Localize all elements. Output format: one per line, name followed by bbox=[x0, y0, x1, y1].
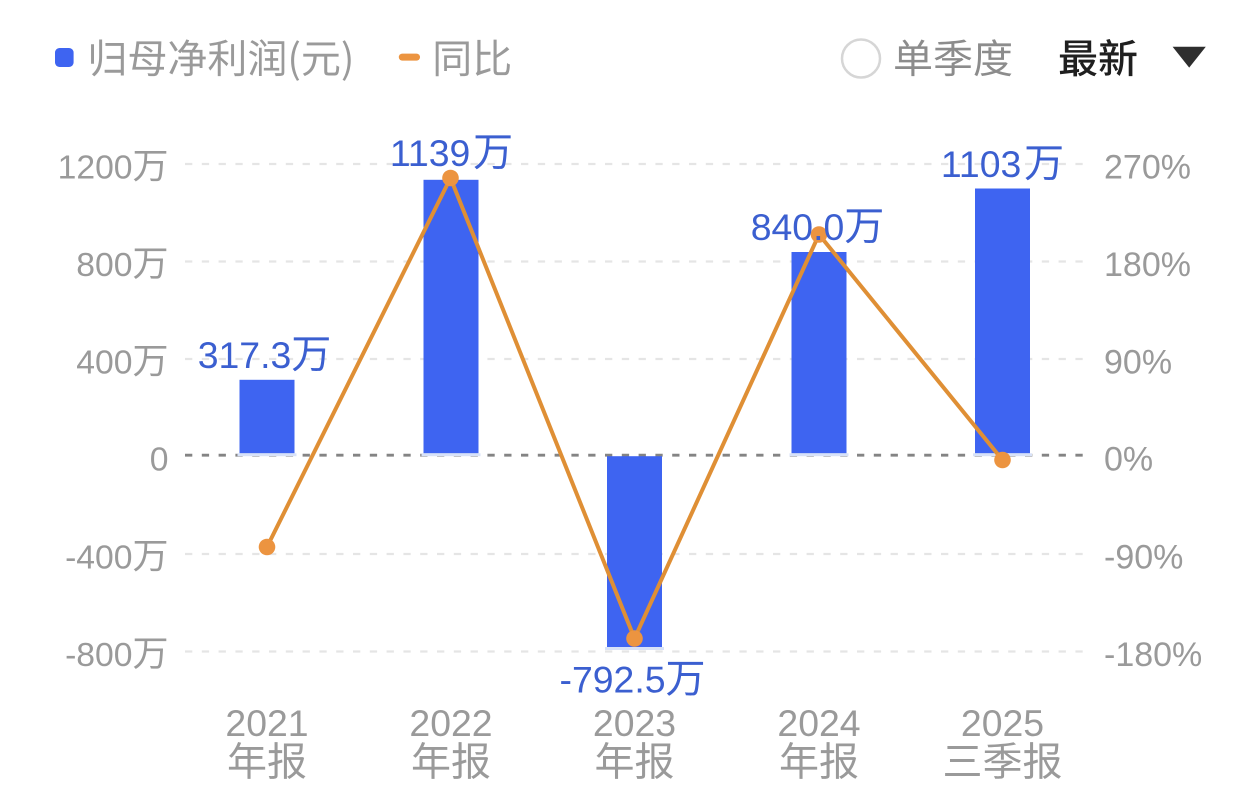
svg-text:1139: 1139 bbox=[390, 132, 470, 174]
svg-text:840.0: 840.0 bbox=[751, 206, 845, 248]
svg-text:1200: 1200 bbox=[58, 149, 133, 187]
svg-text:317.3: 317.3 bbox=[198, 334, 292, 376]
svg-text:180%: 180% bbox=[1104, 246, 1191, 284]
svg-text:-180%: -180% bbox=[1104, 636, 1202, 674]
svg-text:-400: -400 bbox=[65, 539, 132, 577]
svg-text:2025: 2025 bbox=[961, 702, 1044, 744]
svg-text:400: 400 bbox=[76, 344, 132, 382]
svg-text:90%: 90% bbox=[1104, 344, 1172, 382]
svg-text:-792.5: -792.5 bbox=[560, 659, 666, 701]
svg-text:2024: 2024 bbox=[777, 702, 860, 744]
svg-text:2023: 2023 bbox=[593, 702, 676, 744]
svg-text:1103: 1103 bbox=[941, 143, 1021, 185]
svg-text:-800: -800 bbox=[65, 636, 132, 674]
svg-text:2021: 2021 bbox=[225, 702, 308, 744]
svg-text:0%: 0% bbox=[1104, 441, 1153, 479]
svg-text:800: 800 bbox=[76, 246, 132, 284]
svg-text:2022: 2022 bbox=[409, 702, 492, 744]
svg-text:-90%: -90% bbox=[1104, 539, 1183, 577]
svg-text:270%: 270% bbox=[1104, 149, 1191, 187]
svg-text:0: 0 bbox=[150, 441, 169, 479]
